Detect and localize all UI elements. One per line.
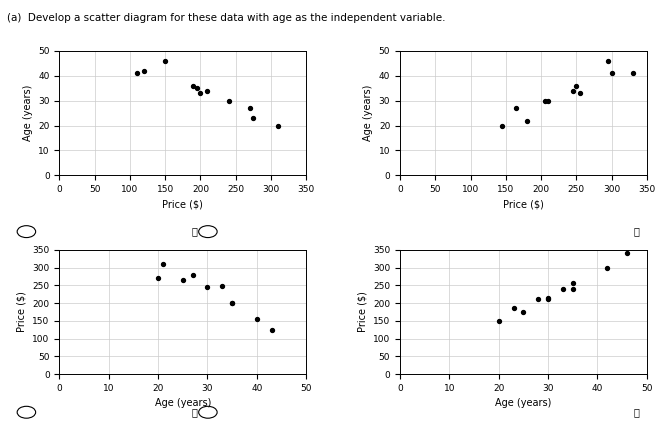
Text: ⓘ: ⓘ xyxy=(634,227,640,237)
Point xyxy=(518,309,529,315)
X-axis label: Age (years): Age (years) xyxy=(154,398,211,408)
Point xyxy=(227,300,238,306)
Point xyxy=(508,305,519,312)
Point xyxy=(622,250,632,257)
Point xyxy=(533,296,543,303)
Point xyxy=(539,97,550,104)
Point xyxy=(244,105,255,111)
Point xyxy=(521,117,532,124)
Point xyxy=(273,122,283,129)
Point xyxy=(543,97,553,104)
Point xyxy=(202,283,213,290)
Point xyxy=(132,70,143,77)
Point xyxy=(251,316,262,323)
Point xyxy=(248,115,259,122)
Point xyxy=(139,68,149,74)
Point xyxy=(187,271,198,278)
Text: ⓘ: ⓘ xyxy=(634,407,640,417)
Point xyxy=(568,286,578,292)
Point xyxy=(158,261,168,267)
Point xyxy=(160,57,170,64)
Point xyxy=(494,317,504,324)
Point xyxy=(188,82,199,89)
Point xyxy=(568,88,578,94)
Y-axis label: Age (years): Age (years) xyxy=(363,85,373,141)
Point xyxy=(602,264,612,271)
Y-axis label: Age (years): Age (years) xyxy=(22,85,32,141)
X-axis label: Age (years): Age (years) xyxy=(495,398,552,408)
Point xyxy=(217,283,228,289)
Point xyxy=(607,70,617,77)
Y-axis label: Price ($): Price ($) xyxy=(17,292,27,332)
Point xyxy=(543,294,553,301)
Point xyxy=(195,90,206,96)
Point xyxy=(511,105,521,111)
Point xyxy=(543,296,553,303)
Point xyxy=(571,82,581,89)
Point xyxy=(558,286,568,292)
Point xyxy=(574,90,585,96)
Point xyxy=(568,280,578,287)
Point xyxy=(223,97,234,104)
Point xyxy=(178,277,188,283)
Point xyxy=(153,275,164,282)
Point xyxy=(628,70,638,77)
Text: (a)  Develop a scatter diagram for these data with age as the independent variab: (a) Develop a scatter diagram for these … xyxy=(7,13,445,23)
X-axis label: Price ($): Price ($) xyxy=(503,199,544,210)
Point xyxy=(202,88,213,94)
Point xyxy=(227,300,238,306)
Point xyxy=(497,122,508,129)
X-axis label: Price ($): Price ($) xyxy=(162,199,203,210)
Point xyxy=(267,326,277,333)
Text: ⓘ: ⓘ xyxy=(192,227,197,237)
Point xyxy=(603,57,613,64)
Point xyxy=(191,85,202,92)
Y-axis label: Price ($): Price ($) xyxy=(358,292,368,332)
Text: ⓘ: ⓘ xyxy=(192,407,197,417)
